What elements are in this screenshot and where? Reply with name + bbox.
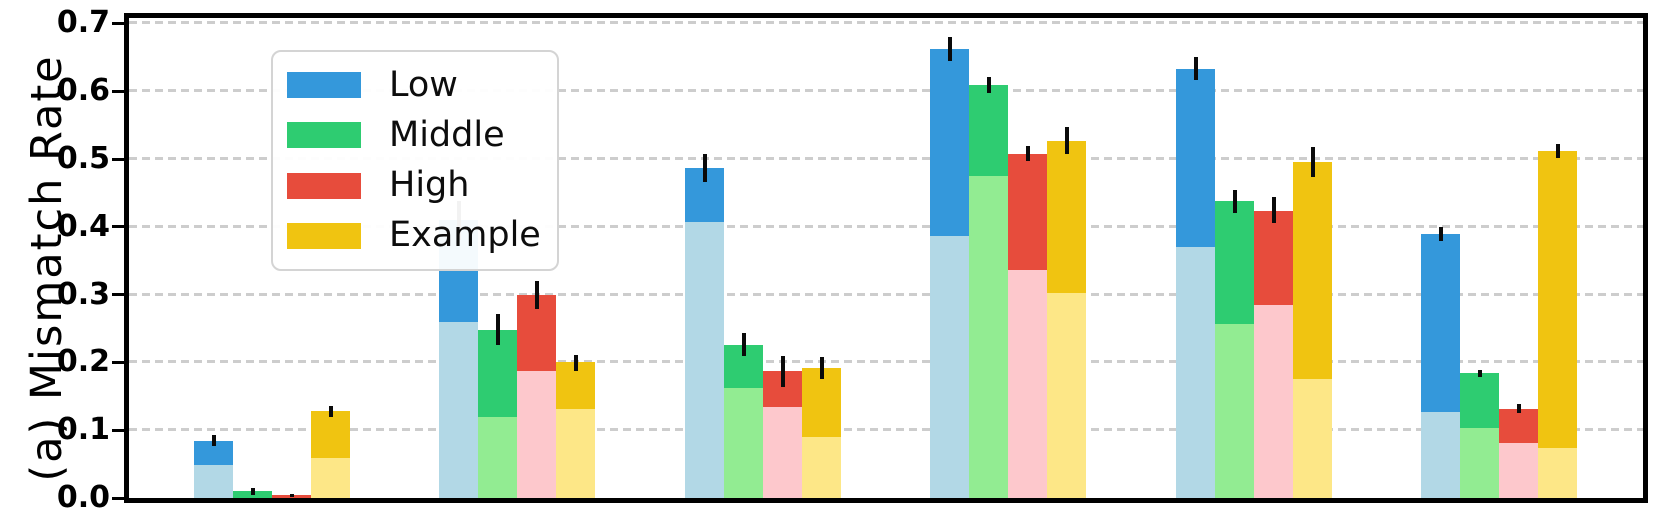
bar-light-segment-example-g6 [1538, 448, 1577, 498]
y-tick-label-0.1: 0.1 [56, 412, 110, 448]
legend-swatch-example [287, 222, 361, 249]
legend-label-low: Low [389, 64, 458, 105]
bar-light-segment-high-g2 [517, 371, 556, 498]
y-tick-label-0.4: 0.4 [56, 208, 110, 244]
y-tick-mark [112, 496, 124, 500]
bar-light-segment-low-g4 [930, 236, 969, 498]
gridline [129, 292, 1643, 296]
error-bar-middle-g4 [986, 77, 991, 93]
legend-swatch-high [287, 172, 361, 199]
legend: Low Middle High Example [271, 50, 559, 271]
plot-area: Low Middle High Example [124, 13, 1648, 503]
bar-top-segment-example-g6 [1538, 151, 1577, 448]
bar-top-segment-example-g4 [1047, 141, 1086, 293]
legend-label-middle: Middle [389, 114, 505, 155]
y-tick-label-0.5: 0.5 [56, 141, 110, 176]
error-bar-low-g1 [211, 435, 216, 446]
gridline [129, 224, 1643, 228]
bar-light-segment-low-g6 [1421, 412, 1460, 498]
bar-top-segment-high-g4 [1008, 154, 1047, 270]
gridline [129, 360, 1643, 364]
bar-top-segment-example-g5 [1293, 162, 1332, 379]
error-bar-middle-g6 [1477, 370, 1482, 377]
legend-item-high: High [287, 168, 557, 203]
y-tick-label-0.3: 0.3 [56, 276, 110, 312]
y-tick-label-0.2: 0.2 [56, 344, 110, 380]
legend-label-example: Example [389, 215, 541, 256]
error-bar-high-g5 [1271, 197, 1276, 223]
error-bar-low-g4 [947, 37, 952, 61]
legend-item-example: Example [287, 218, 557, 253]
error-bar-high-g1 [289, 494, 294, 497]
bar-light-segment-high-g4 [1008, 270, 1047, 498]
bar-light-segment-example-g4 [1047, 293, 1086, 498]
gridline [129, 428, 1643, 432]
error-bar-middle-g1 [250, 488, 255, 495]
error-bar-middle-g5 [1232, 190, 1237, 213]
error-bar-middle-g2 [495, 314, 500, 345]
bar-top-segment-high-g5 [1254, 211, 1293, 305]
bar-light-segment-middle-g4 [969, 176, 1008, 498]
error-bar-example-g4 [1064, 127, 1069, 154]
bar-top-segment-example-g1 [311, 411, 350, 458]
bar-light-segment-middle-g5 [1215, 324, 1254, 498]
bar-light-segment-example-g3 [802, 437, 841, 498]
error-bar-low-g3 [702, 154, 707, 182]
gridline [129, 21, 1643, 25]
bar-light-segment-example-g5 [1293, 379, 1332, 498]
bar-light-segment-middle-g2 [478, 417, 517, 498]
error-bar-low-g5 [1193, 57, 1198, 80]
y-tick-mark [112, 225, 124, 229]
legend-swatch-middle [287, 122, 361, 149]
gridline [129, 157, 1643, 160]
y-tick-label-0.0: 0.0 [56, 480, 110, 515]
bar-light-segment-example-g2 [556, 409, 595, 498]
bar-top-segment-high-g6 [1499, 409, 1538, 443]
bar-top-segment-middle-g4 [969, 85, 1008, 176]
y-tick-mark [112, 428, 124, 432]
y-tick-mark [112, 157, 124, 161]
error-bar-middle-g3 [741, 333, 746, 356]
bar-top-segment-example-g3 [802, 368, 841, 437]
y-tick-label-0.6: 0.6 [56, 73, 110, 109]
legend-label-high: High [389, 165, 470, 206]
y-tick-mark [112, 89, 124, 93]
bar-light-segment-middle-g3 [724, 388, 763, 498]
bar-top-segment-low-g5 [1176, 69, 1215, 247]
error-bar-high-g6 [1516, 404, 1521, 413]
error-bar-example-g3 [819, 357, 824, 379]
legend-item-middle: Middle [287, 114, 557, 155]
error-bar-example-g1 [328, 406, 333, 417]
error-bar-high-g3 [780, 356, 785, 387]
bar-light-segment-high-g5 [1254, 305, 1293, 498]
legend-swatch-low [287, 72, 361, 99]
y-tick-mark [112, 360, 124, 364]
error-bar-example-g6 [1555, 144, 1560, 158]
error-bar-low-g6 [1438, 227, 1443, 241]
bar-top-segment-middle-g6 [1460, 373, 1499, 428]
bar-light-segment-low-g3 [685, 222, 724, 498]
y-tick-mark [112, 293, 124, 297]
gridline [129, 89, 1643, 93]
bar-light-segment-example-g1 [311, 458, 350, 498]
error-bar-high-g4 [1025, 146, 1030, 161]
error-bar-example-g5 [1310, 147, 1315, 177]
bar-light-segment-high-g6 [1499, 443, 1538, 498]
bar-top-segment-low-g4 [930, 49, 969, 236]
bar-light-segment-low-g2 [439, 322, 478, 498]
error-bar-example-g2 [573, 355, 578, 371]
bar-light-segment-high-g3 [763, 407, 802, 498]
bar-light-segment-middle-g6 [1460, 428, 1499, 498]
bar-light-segment-low-g1 [194, 465, 233, 498]
bar-top-segment-middle-g5 [1215, 201, 1254, 324]
y-tick-label-0.7: 0.7 [56, 5, 110, 41]
error-bar-high-g2 [534, 281, 539, 309]
y-tick-mark [112, 21, 124, 25]
plot-inner [129, 18, 1643, 498]
legend-item-low: Low [287, 64, 557, 105]
bar-top-segment-low-g6 [1421, 234, 1460, 412]
bar-light-segment-low-g5 [1176, 247, 1215, 498]
